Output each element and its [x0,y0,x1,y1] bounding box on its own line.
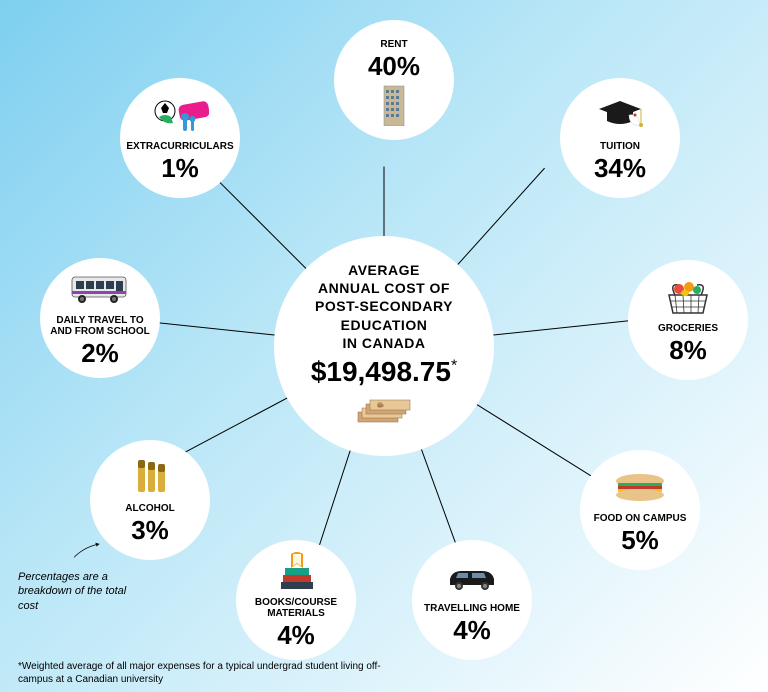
node-rent: RENT 40% [334,20,454,140]
center-title-l5: IN CANADA [342,335,425,351]
car-icon [442,555,502,599]
money-icon: 100 [354,394,414,431]
node-percent: 5% [621,525,659,556]
center-title-l2: ANNUAL COST OF [318,280,450,296]
center-title-l1: AVERAGE [348,262,420,278]
svg-text:100: 100 [377,403,384,408]
sports-icon [151,93,209,137]
footnote: *Weighted average of all major expenses … [18,660,398,686]
node-travelhome: TRAVELLING HOME 4% [412,540,532,660]
bus-icon [68,267,132,311]
center-title-l3: POST-SECONDARY [315,298,453,314]
node-tuition: TUITION 34% [560,78,680,198]
node-label: BOOKS/COURSE MATERIALS [236,597,356,619]
node-label: ALCOHOL [117,503,182,514]
note-percentages: Percentages are a breakdown of the total… [18,570,128,613]
node-label: FOOD ON CAMPUS [586,513,695,524]
arrow-icon [68,540,108,560]
node-groceries: GROCERIES 8% [628,260,748,380]
node-percent: 8% [669,335,707,366]
node-percent: 40% [368,51,420,82]
beer-icon [128,455,172,499]
node-label: DAILY TRAVEL TO AND FROM SCHOOL [40,315,160,337]
asterisk-icon: * [451,358,457,375]
node-foodcampus: FOOD ON CAMPUS 5% [580,450,700,570]
node-percent: 4% [453,615,491,646]
node-percent: 34% [594,153,646,184]
node-label: EXTRACURRICULARS [118,141,241,152]
node-percent: 1% [161,153,199,184]
node-books: BOOKS/COURSE MATERIALS 4% [236,540,356,660]
center-amount: $19,498.75* [311,356,457,388]
node-label: GROCERIES [650,323,726,334]
basket-icon [661,275,715,319]
center-amount-value: $19,498.75 [311,356,451,387]
node-label: RENT [372,39,415,50]
node-alcohol: ALCOHOL 3% [90,440,210,560]
node-percent: 4% [277,620,315,651]
sandwich-icon [612,465,668,509]
center-title-l4: EDUCATION [341,317,428,333]
node-percent: 3% [131,515,169,546]
node-percent: 2% [81,338,119,369]
node-extra: EXTRACURRICULARS 1% [120,78,240,198]
books-icon [273,549,319,593]
node-label: TRAVELLING HOME [416,603,528,614]
gradcap-icon [593,93,647,137]
building-icon [376,82,412,126]
node-label: TUITION [592,141,648,152]
node-travel: DAILY TRAVEL TO AND FROM SCHOOL 2% [40,258,160,378]
center-circle: AVERAGE ANNUAL COST OF POST-SECONDARY ED… [274,236,494,456]
center-title: AVERAGE ANNUAL COST OF POST-SECONDARY ED… [315,261,453,352]
